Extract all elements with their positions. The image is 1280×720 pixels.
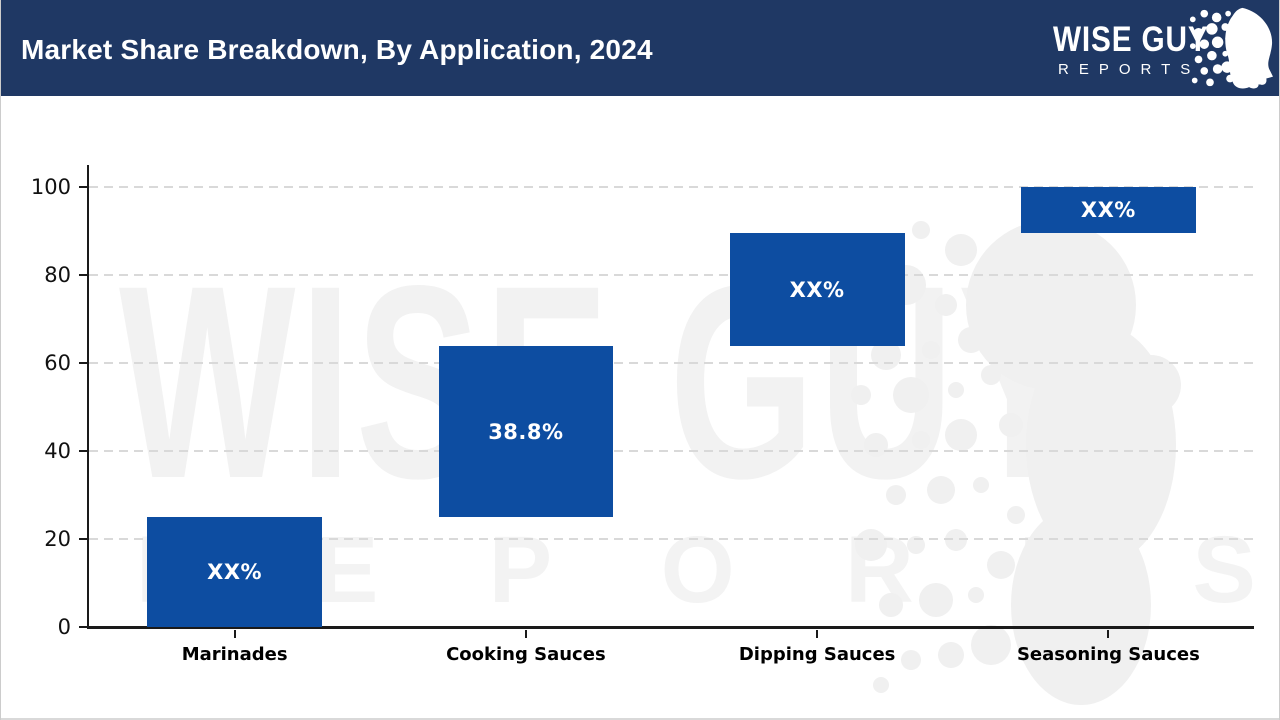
x-tick-mark — [816, 630, 819, 638]
y-tick-mark — [79, 626, 87, 628]
bar-marinades: XX% — [147, 517, 322, 627]
x-tick-mark — [1107, 630, 1110, 638]
y-tick-mark — [79, 538, 87, 540]
x-category-label: Dipping Sauces — [738, 644, 896, 665]
logo-wordmark: WISE GUY — [1053, 20, 1209, 59]
x-tick-mark — [233, 630, 236, 638]
bar-value-label: XX% — [1080, 198, 1136, 223]
y-tick-label: 20 — [44, 527, 71, 551]
watermark-head-icon — [851, 220, 1181, 705]
x-category-label: Cooking Sauces — [446, 644, 606, 665]
y-axis — [87, 165, 89, 629]
y-tick-mark — [79, 186, 87, 188]
bar-cooking-sauces: 38.8% — [438, 346, 614, 517]
y-tick-label: 60 — [44, 351, 71, 375]
bar-seasoning-sauces: XX% — [1021, 187, 1196, 234]
gridline-60 — [89, 362, 1254, 364]
x-category-label: Marinades — [181, 644, 288, 665]
logo-head-icon — [1189, 7, 1273, 89]
header-bar: Market Share Breakdown, By Application, … — [1, 0, 1279, 96]
x-category-label: Seasoning Sauces — [1016, 644, 1200, 665]
logo-subtitle: REPORTS — [1058, 61, 1201, 78]
y-tick-mark — [79, 362, 87, 364]
gridline-20 — [89, 538, 1254, 540]
x-axis — [87, 626, 1254, 629]
page-title: Market Share Breakdown, By Application, … — [21, 34, 653, 65]
bar-value-label: 38.8% — [488, 419, 564, 444]
y-tick-label: 0 — [57, 615, 71, 639]
y-tick-label: 100 — [30, 175, 71, 199]
bottom-divider — [1, 718, 1279, 720]
gridline-100 — [89, 186, 1254, 188]
y-tick-mark — [79, 450, 87, 452]
bar-value-label: XX% — [789, 277, 845, 302]
gridline-80 — [89, 274, 1254, 276]
x-tick-mark — [524, 630, 527, 638]
bar-value-label: XX% — [207, 560, 263, 584]
bar-dipping-sauces: XX% — [729, 233, 905, 347]
plot-area: 0 20 40 60 80 100 XX% Marinades 38.8% Cooking Sau… — [31, 175, 1254, 665]
gridline-40 — [89, 450, 1254, 452]
y-tick-label: 40 — [44, 439, 71, 463]
y-tick-mark — [79, 274, 87, 276]
brand-logo: WISE GUY REPORTS — [1053, 22, 1236, 78]
y-tick-label: 80 — [44, 263, 71, 287]
